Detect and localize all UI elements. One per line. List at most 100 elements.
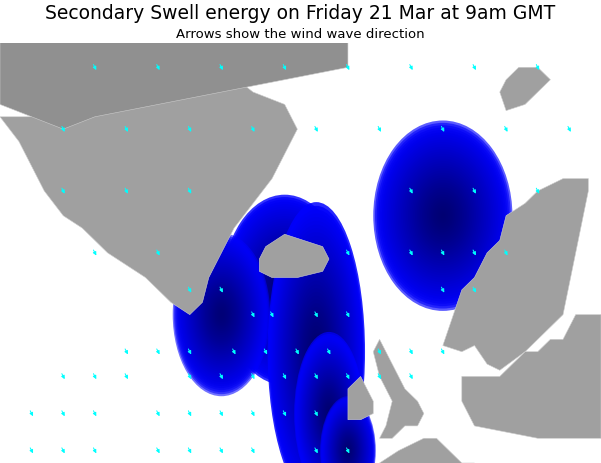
Ellipse shape	[318, 387, 340, 440]
Ellipse shape	[285, 255, 348, 449]
Ellipse shape	[305, 318, 328, 385]
Ellipse shape	[297, 340, 360, 463]
Ellipse shape	[184, 251, 259, 378]
Ellipse shape	[266, 261, 304, 319]
Ellipse shape	[404, 163, 481, 268]
Ellipse shape	[231, 209, 338, 371]
Ellipse shape	[290, 269, 343, 434]
Ellipse shape	[250, 238, 319, 342]
Ellipse shape	[432, 201, 453, 230]
Ellipse shape	[244, 228, 325, 352]
Ellipse shape	[195, 270, 248, 359]
Ellipse shape	[396, 151, 490, 280]
Ellipse shape	[329, 413, 367, 463]
Ellipse shape	[424, 189, 462, 242]
Ellipse shape	[301, 348, 357, 463]
Ellipse shape	[238, 219, 332, 361]
Ellipse shape	[323, 399, 335, 428]
Ellipse shape	[323, 402, 373, 463]
Ellipse shape	[300, 303, 332, 400]
Ellipse shape	[305, 357, 353, 463]
Ellipse shape	[331, 418, 365, 463]
Ellipse shape	[212, 298, 231, 331]
Ellipse shape	[294, 284, 338, 419]
Ellipse shape	[336, 427, 360, 463]
Ellipse shape	[255, 244, 314, 335]
Ellipse shape	[309, 329, 323, 374]
Ellipse shape	[313, 377, 344, 450]
Ellipse shape	[332, 419, 364, 463]
Ellipse shape	[375, 123, 511, 308]
Ellipse shape	[273, 221, 359, 463]
Ellipse shape	[321, 395, 337, 432]
Ellipse shape	[249, 235, 321, 344]
Ellipse shape	[299, 300, 334, 404]
Ellipse shape	[310, 369, 348, 458]
Ellipse shape	[305, 358, 352, 463]
Text: Secondary Swell energy on Friday 21 Mar at 9am GMT: Secondary Swell energy on Friday 21 Mar …	[45, 4, 556, 23]
Ellipse shape	[328, 411, 368, 463]
Ellipse shape	[343, 440, 353, 462]
Polygon shape	[462, 315, 601, 438]
Ellipse shape	[335, 426, 361, 463]
Ellipse shape	[275, 275, 294, 304]
Ellipse shape	[320, 396, 376, 463]
Ellipse shape	[308, 364, 350, 463]
Ellipse shape	[177, 241, 265, 388]
Ellipse shape	[319, 391, 338, 436]
Ellipse shape	[311, 371, 347, 457]
Ellipse shape	[278, 281, 291, 300]
Ellipse shape	[401, 159, 484, 273]
Ellipse shape	[224, 197, 346, 383]
Ellipse shape	[180, 245, 263, 384]
Ellipse shape	[383, 135, 502, 297]
Ellipse shape	[335, 425, 361, 463]
Ellipse shape	[258, 250, 311, 331]
Ellipse shape	[334, 424, 362, 463]
Ellipse shape	[313, 375, 346, 452]
Ellipse shape	[280, 239, 353, 463]
Ellipse shape	[197, 274, 246, 356]
Ellipse shape	[263, 257, 307, 323]
Ellipse shape	[254, 242, 316, 338]
Ellipse shape	[297, 292, 336, 412]
Ellipse shape	[436, 206, 450, 225]
Ellipse shape	[239, 221, 330, 359]
Ellipse shape	[311, 373, 346, 454]
Ellipse shape	[172, 233, 270, 396]
Ellipse shape	[222, 194, 347, 385]
Ellipse shape	[257, 247, 313, 333]
Ellipse shape	[315, 381, 343, 446]
Ellipse shape	[326, 407, 370, 463]
Ellipse shape	[176, 239, 266, 390]
Ellipse shape	[377, 125, 509, 306]
Ellipse shape	[192, 266, 251, 363]
Ellipse shape	[415, 178, 471, 254]
Ellipse shape	[270, 269, 299, 311]
Ellipse shape	[387, 139, 498, 292]
Ellipse shape	[302, 307, 331, 397]
Ellipse shape	[276, 228, 356, 463]
Ellipse shape	[304, 314, 329, 389]
Ellipse shape	[331, 417, 365, 463]
Ellipse shape	[269, 266, 300, 314]
Ellipse shape	[317, 385, 341, 442]
Ellipse shape	[174, 235, 269, 394]
Ellipse shape	[227, 202, 343, 378]
Ellipse shape	[252, 240, 317, 340]
Ellipse shape	[185, 253, 258, 376]
Ellipse shape	[291, 273, 342, 430]
Ellipse shape	[326, 408, 370, 463]
Text: Arrows show the wind wave direction: Arrows show the wind wave direction	[176, 28, 425, 41]
Ellipse shape	[431, 199, 455, 232]
Ellipse shape	[380, 130, 505, 301]
Polygon shape	[373, 339, 424, 438]
Ellipse shape	[412, 173, 474, 258]
Ellipse shape	[191, 263, 252, 366]
Ellipse shape	[394, 149, 492, 282]
Ellipse shape	[299, 342, 359, 463]
Ellipse shape	[201, 280, 242, 349]
Ellipse shape	[188, 257, 255, 372]
Ellipse shape	[326, 406, 332, 422]
Ellipse shape	[389, 142, 497, 289]
